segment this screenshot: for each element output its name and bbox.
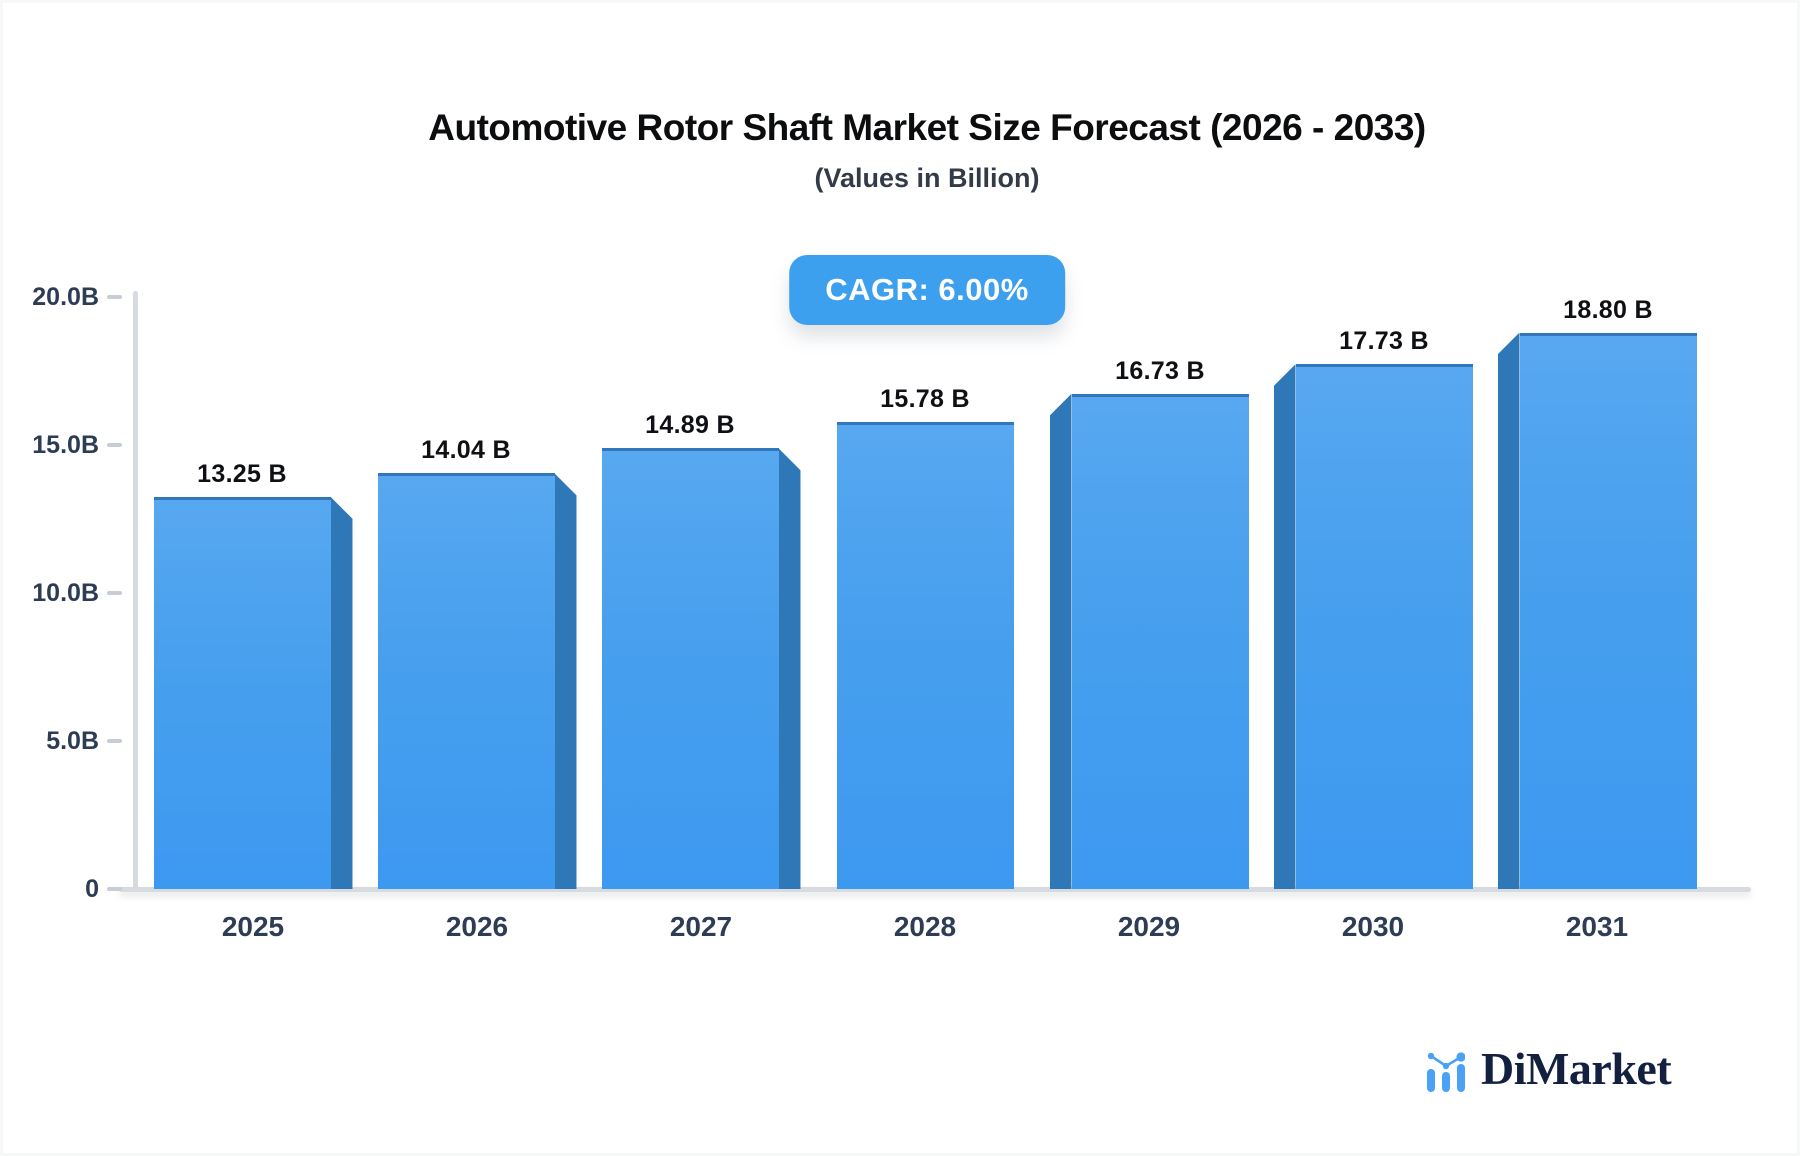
x-axis-label-2029: 2029 xyxy=(1117,911,1181,942)
bar-value-label-2027: 14.89 B xyxy=(645,411,735,440)
bar-side-bevel-2031 xyxy=(1497,332,1520,889)
y-axis-tick xyxy=(107,887,122,891)
x-axis-label-2028: 2028 xyxy=(893,911,957,942)
bar-2031 xyxy=(1519,332,1697,889)
bar-side-bevel-2030 xyxy=(1273,364,1296,889)
y-axis-label-5.0B: 5.0B xyxy=(46,727,99,755)
y-axis-line xyxy=(133,291,138,891)
bar-chart-logo-icon xyxy=(1427,1052,1465,1092)
bar-2026 xyxy=(377,473,555,889)
bar-side-bevel-2027 xyxy=(778,448,801,889)
x-axis-label-2025: 2025 xyxy=(221,911,285,942)
chart-title: Automotive Rotor Shaft Market Size Forec… xyxy=(428,107,1426,148)
x-axis-label-2031: 2031 xyxy=(1565,911,1629,942)
bar-2028 xyxy=(836,421,1014,889)
bar-value-label-2030: 17.73 B xyxy=(1339,327,1429,356)
y-axis-tick xyxy=(107,443,122,447)
y-axis-tick xyxy=(107,739,122,743)
bar-side-bevel-2026 xyxy=(554,473,577,889)
bar-side-bevel-2029 xyxy=(1049,393,1072,889)
y-axis-label-20.0B: 20.0B xyxy=(32,283,99,311)
cagr-badge: CAGR: 6.00% xyxy=(789,255,1065,325)
bar-2030 xyxy=(1295,364,1473,889)
bar-2027 xyxy=(601,448,779,889)
x-axis-label-2030: 2030 xyxy=(1341,911,1405,942)
bar-side-bevel-2025 xyxy=(330,496,353,889)
bar-2029 xyxy=(1071,393,1249,889)
cagr-badge-label: CAGR: 6.00% xyxy=(825,272,1029,307)
bar-value-label-2028: 15.78 B xyxy=(880,384,970,413)
y-axis-label-0: 0 xyxy=(85,875,99,903)
y-axis-tick xyxy=(107,295,122,299)
chart-subtitle: (Values in Billion) xyxy=(814,163,1040,193)
x-axis-line xyxy=(119,887,1751,892)
y-axis-label-10.0B: 10.0B xyxy=(32,579,99,607)
logo-brand-name: DiMarket xyxy=(1481,1043,1672,1094)
x-axis-label-2026: 2026 xyxy=(445,911,509,942)
y-axis-tick xyxy=(107,591,122,595)
bar-value-label-2026: 14.04 B xyxy=(421,436,511,465)
bar-2025 xyxy=(153,496,331,889)
y-axis-label-15.0B: 15.0B xyxy=(32,431,99,459)
x-axis-label-2027: 2027 xyxy=(669,911,733,942)
bar-value-label-2025: 13.25 B xyxy=(197,459,287,488)
bar-value-label-2031: 18.80 B xyxy=(1563,295,1653,324)
bar-value-label-2029: 16.73 B xyxy=(1115,356,1205,385)
dimarket-logo: DiMarket xyxy=(1427,1043,1672,1094)
